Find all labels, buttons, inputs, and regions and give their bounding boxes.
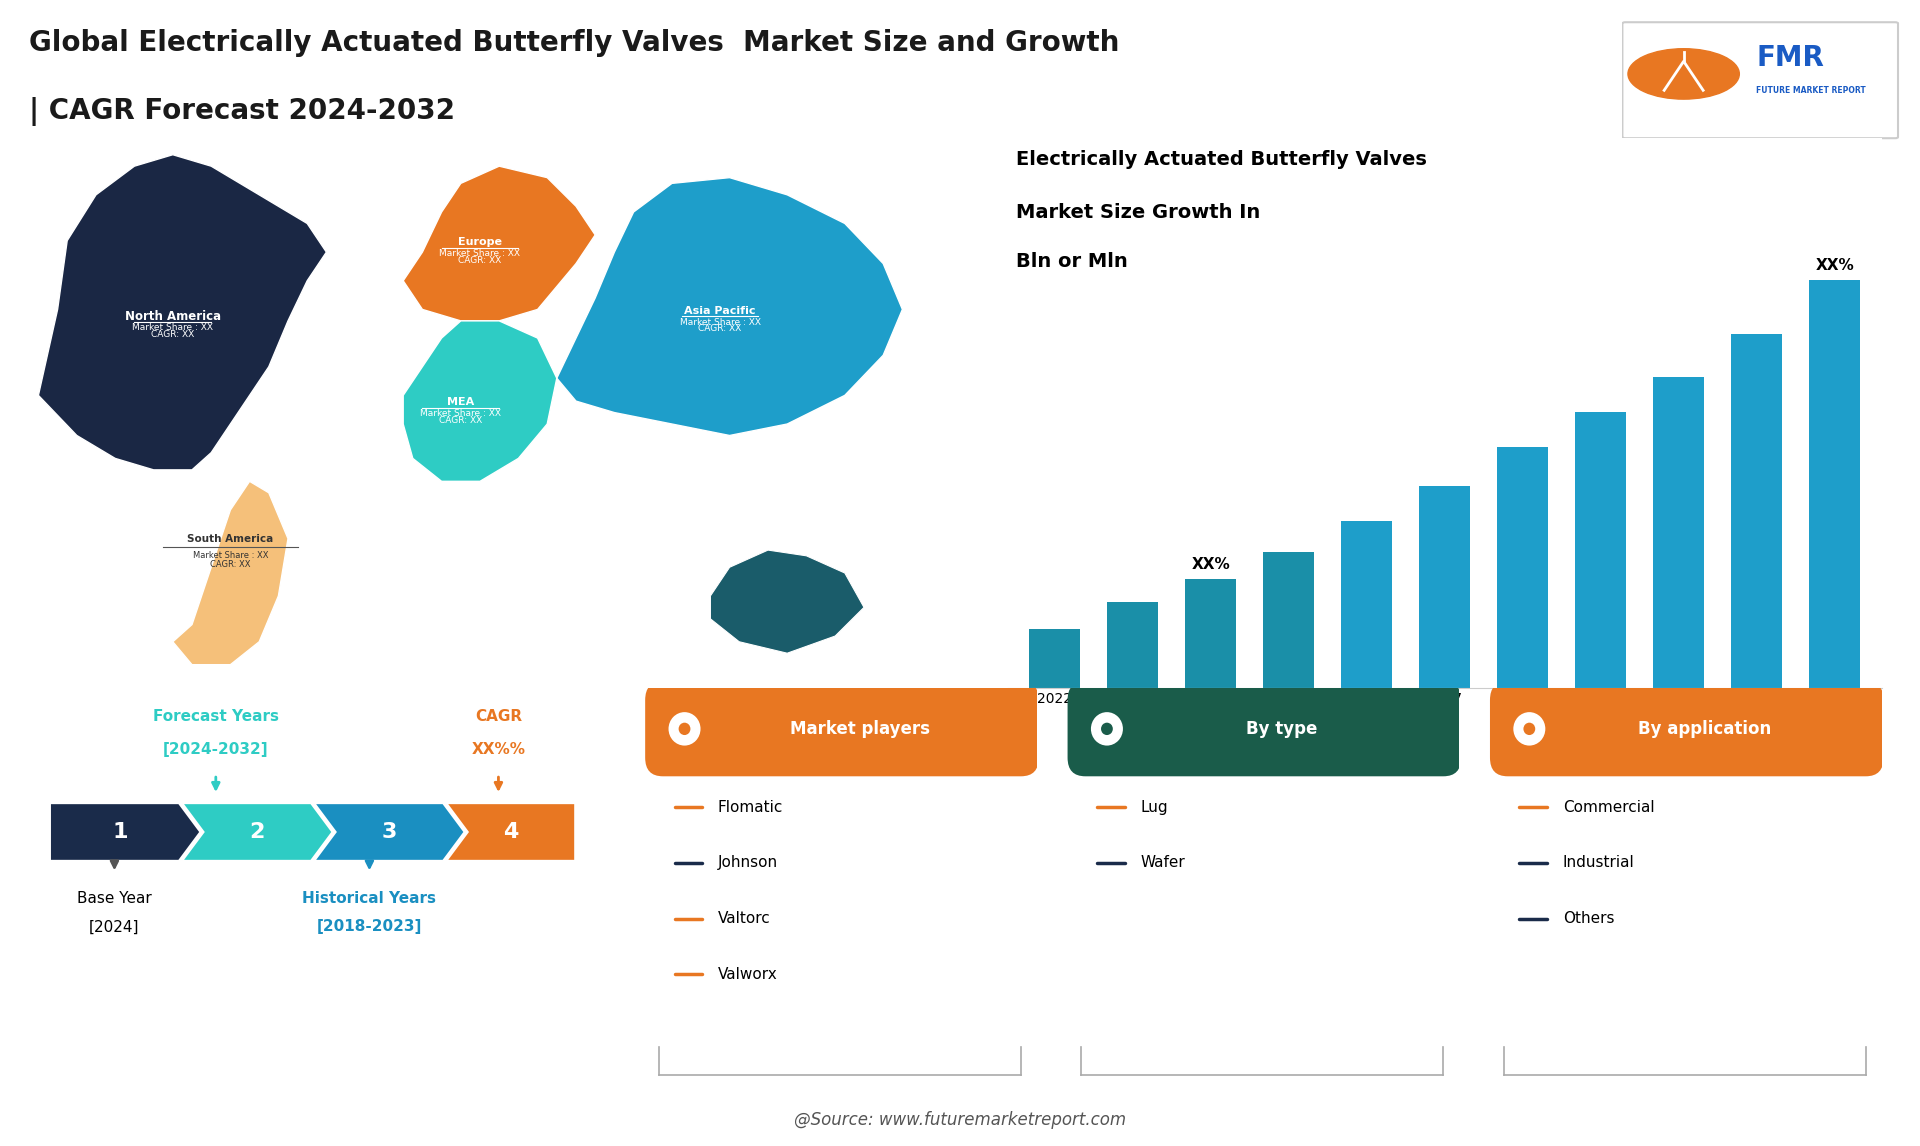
Text: Flomatic: Flomatic: [718, 800, 783, 815]
Polygon shape: [710, 550, 864, 653]
Text: MEA: MEA: [447, 398, 474, 407]
Bar: [1576, 413, 1626, 688]
Text: Market players: Market players: [789, 720, 929, 738]
Text: 4: 4: [503, 822, 518, 842]
Circle shape: [1515, 713, 1544, 745]
Text: Market Share : XX: Market Share : XX: [132, 323, 213, 332]
Bar: [1342, 520, 1392, 688]
Text: 2: 2: [250, 822, 265, 842]
Text: 1: 1: [111, 822, 127, 842]
Text: FUTURE MARKET REPORT: FUTURE MARKET REPORT: [1757, 86, 1866, 95]
Polygon shape: [445, 803, 576, 861]
Polygon shape: [182, 803, 332, 861]
Bar: [1498, 447, 1548, 688]
Text: @Source: www.futuremarketreport.com: @Source: www.futuremarketreport.com: [795, 1110, 1125, 1129]
Text: Market Share : XX: Market Share : XX: [192, 551, 269, 560]
Circle shape: [670, 713, 699, 745]
Text: Wafer: Wafer: [1140, 855, 1185, 871]
Bar: [1419, 486, 1471, 688]
Polygon shape: [173, 481, 288, 665]
Bar: [1653, 377, 1705, 688]
Bar: [1809, 280, 1860, 688]
Text: [2018-2023]: [2018-2023]: [317, 919, 422, 934]
Text: Valworx: Valworx: [718, 967, 778, 982]
Text: CAGR: XX: CAGR: XX: [699, 324, 741, 333]
Text: Market Share : XX: Market Share : XX: [680, 317, 760, 327]
Text: Base Year: Base Year: [77, 890, 152, 905]
Text: South America: South America: [188, 534, 273, 543]
Circle shape: [1628, 48, 1740, 99]
Text: CAGR: XX: CAGR: XX: [440, 416, 482, 425]
Bar: [1263, 551, 1313, 688]
Text: Bln or Mln: Bln or Mln: [1016, 252, 1127, 270]
Bar: [1029, 629, 1081, 688]
Text: Europe: Europe: [459, 237, 501, 246]
Text: Commercial: Commercial: [1563, 800, 1655, 815]
Text: Forecast Years: Forecast Years: [154, 709, 278, 724]
FancyBboxPatch shape: [645, 682, 1039, 776]
Circle shape: [1092, 713, 1121, 745]
Text: CAGR: CAGR: [474, 709, 522, 724]
Text: CAGR: XX: CAGR: XX: [459, 256, 501, 265]
Text: CAGR: XX: CAGR: XX: [152, 330, 194, 339]
Circle shape: [1523, 723, 1536, 735]
Text: XX%: XX%: [1192, 557, 1231, 572]
Text: 3: 3: [382, 822, 397, 842]
Text: Market Share : XX: Market Share : XX: [420, 409, 501, 418]
Circle shape: [1100, 723, 1114, 735]
Text: FMR: FMR: [1757, 44, 1824, 71]
Text: Valtorc: Valtorc: [718, 911, 770, 926]
Text: By type: By type: [1246, 720, 1317, 738]
Polygon shape: [38, 155, 326, 470]
Text: Market Size Growth In: Market Size Growth In: [1016, 203, 1260, 221]
Text: [2024-2032]: [2024-2032]: [163, 741, 269, 758]
Text: Asia Pacific: Asia Pacific: [684, 306, 756, 315]
Text: Industrial: Industrial: [1563, 855, 1634, 871]
Polygon shape: [403, 321, 557, 481]
FancyBboxPatch shape: [1490, 682, 1884, 776]
Text: By application: By application: [1638, 720, 1770, 738]
Text: Lug: Lug: [1140, 800, 1167, 815]
Bar: [1732, 335, 1782, 688]
Polygon shape: [315, 803, 465, 861]
Polygon shape: [403, 166, 595, 321]
Text: | CAGR Forecast 2024-2032: | CAGR Forecast 2024-2032: [29, 97, 455, 126]
Text: Johnson: Johnson: [718, 855, 778, 871]
Text: [2024]: [2024]: [88, 919, 140, 934]
Text: Others: Others: [1563, 911, 1615, 926]
Text: XX%%: XX%%: [472, 741, 526, 758]
Bar: [1108, 603, 1158, 688]
Text: North America: North America: [125, 309, 221, 323]
Polygon shape: [557, 178, 902, 435]
Bar: [1185, 579, 1236, 688]
Circle shape: [678, 723, 691, 735]
Polygon shape: [50, 803, 200, 861]
Text: Historical Years: Historical Years: [303, 890, 436, 905]
Text: XX%: XX%: [1816, 259, 1855, 274]
Text: Global Electrically Actuated Butterfly Valves  Market Size and Growth: Global Electrically Actuated Butterfly V…: [29, 29, 1119, 56]
Text: Market Share : XX: Market Share : XX: [440, 249, 520, 258]
Text: Electrically Actuated Butterfly Valves: Electrically Actuated Butterfly Valves: [1016, 150, 1427, 168]
Text: CAGR: XX: CAGR: XX: [209, 560, 252, 568]
FancyBboxPatch shape: [1068, 682, 1461, 776]
